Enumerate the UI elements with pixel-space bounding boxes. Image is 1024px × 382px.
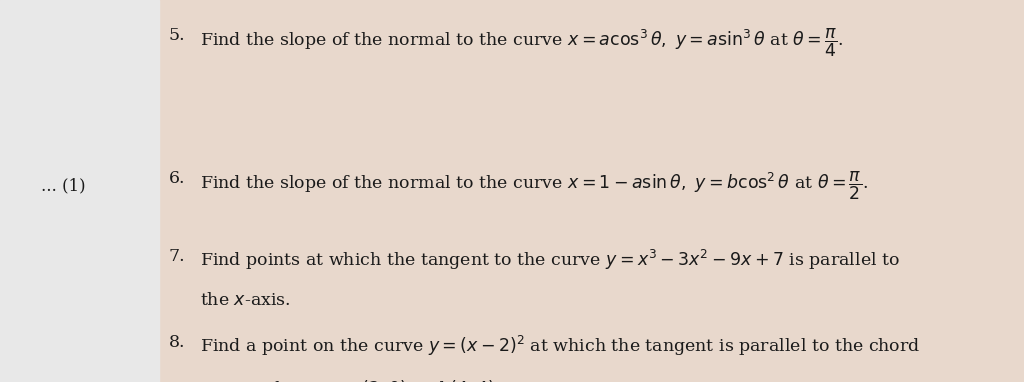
Text: Find the slope of the normal to the curve $x=1-a\sin\theta,\ y=b\cos^2\theta$ at: Find the slope of the normal to the curv… <box>200 170 867 202</box>
Text: 8.: 8. <box>169 334 185 351</box>
Text: 5.: 5. <box>169 27 185 44</box>
Text: Find a point on the curve $y=(x-2)^2$ at which the tangent is parallel to the ch: Find a point on the curve $y=(x-2)^2$ at… <box>200 334 920 358</box>
Bar <box>0 0 159 382</box>
Text: the $x$-axis.: the $x$-axis. <box>200 292 291 309</box>
Text: 6.: 6. <box>169 170 185 187</box>
Text: Find points at which the tangent to the curve $y=x^3-3x^2-9x+7$ is parallel to: Find points at which the tangent to the … <box>200 248 900 272</box>
Text: ... (1): ... (1) <box>41 178 86 195</box>
Text: Find the slope of the normal to the curve $x=a\cos^3\theta,\ y=a\sin^3\theta$ at: Find the slope of the normal to the curv… <box>200 27 844 59</box>
Text: 7.: 7. <box>169 248 185 265</box>
Text: joining the points $(2, 0)$ and $(4, 4)$.: joining the points $(2, 0)$ and $(4, 4)$… <box>200 378 500 382</box>
